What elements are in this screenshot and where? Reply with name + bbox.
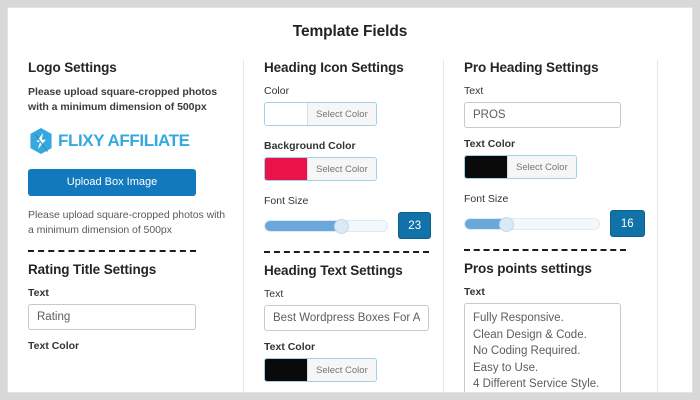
heading-icon-font-size-row: 23 bbox=[264, 212, 431, 239]
heading-text-input[interactable] bbox=[264, 305, 429, 331]
page-title: Template Fields bbox=[292, 23, 408, 40]
heading-icon-font-size-slider[interactable] bbox=[264, 218, 389, 234]
logo-helper-top: Please upload square-cropped photos with… bbox=[28, 86, 218, 113]
rating-text-label: Text bbox=[28, 287, 49, 299]
heading-text-label: Text bbox=[264, 288, 284, 300]
pro-heading-text-color-swatch[interactable] bbox=[465, 156, 507, 178]
rating-text-input[interactable] bbox=[28, 304, 196, 330]
column-heading-settings: Heading Icon Settings Color Select Color… bbox=[243, 60, 443, 392]
pro-heading-select-color-button[interactable]: Select Color bbox=[507, 156, 576, 178]
slider-fill bbox=[265, 220, 341, 231]
column-pros-settings: Pro Heading Settings Text Text Color Sel… bbox=[443, 60, 658, 392]
heading-text-select-color-button[interactable]: Select Color bbox=[307, 359, 376, 381]
rating-title-settings-title: Rating Title Settings bbox=[28, 262, 157, 277]
column-logo-settings: Logo Settings Please upload square-cropp… bbox=[8, 60, 243, 392]
pro-heading-font-size-value: 16 bbox=[609, 210, 645, 237]
heading-icon-bg-color-picker[interactable]: Select Color bbox=[264, 157, 377, 181]
heading-icon-select-color-button[interactable]: Select Color bbox=[307, 103, 376, 125]
heading-icon-color-picker[interactable]: Select Color bbox=[264, 102, 377, 126]
heading-icon-bg-color-swatch[interactable] bbox=[265, 158, 307, 180]
upload-box-image-button[interactable]: Upload Box Image bbox=[28, 169, 196, 196]
pro-heading-settings-title: Pro Heading Settings bbox=[464, 60, 599, 75]
pros-points-text-label: Text bbox=[464, 286, 485, 298]
logo-preview: FLIXY AFFILIATE bbox=[28, 127, 231, 155]
logo-helper-bottom: Please upload square-cropped photos with… bbox=[28, 209, 226, 236]
columns-container: Logo Settings Please upload square-cropp… bbox=[8, 60, 692, 392]
pro-heading-text-input[interactable] bbox=[464, 102, 621, 128]
pro-heading-font-size-slider[interactable] bbox=[464, 216, 600, 232]
heading-text-color-swatch[interactable] bbox=[265, 359, 307, 381]
pros-points-textarea[interactable] bbox=[464, 303, 621, 392]
template-fields-card: Template Fields Logo Settings Please upl… bbox=[7, 7, 693, 393]
slider-fill bbox=[465, 218, 507, 229]
pro-heading-text-color-picker[interactable]: Select Color bbox=[464, 155, 577, 179]
rating-text-color-label: Text Color bbox=[28, 340, 80, 352]
logo-wordmark: FLIXY AFFILIATE bbox=[58, 131, 190, 150]
heading-icon-color-swatch[interactable] bbox=[265, 103, 307, 125]
logo-settings-title: Logo Settings bbox=[28, 60, 117, 75]
pro-heading-font-size-row: 16 bbox=[464, 210, 645, 237]
heading-icon-settings-title: Heading Icon Settings bbox=[264, 60, 404, 75]
heading-icon-color-label: Color bbox=[264, 85, 290, 97]
divider-logo-rating bbox=[28, 250, 196, 252]
divider-heading-icon-text bbox=[264, 251, 429, 253]
heading-text-settings-title: Heading Text Settings bbox=[264, 263, 403, 278]
heading-text-color-picker[interactable]: Select Color bbox=[264, 358, 377, 382]
heading-icon-bg-select-color-button[interactable]: Select Color bbox=[307, 158, 376, 180]
pros-points-settings-title: Pros points settings bbox=[464, 261, 592, 276]
slider-knob[interactable] bbox=[333, 218, 349, 234]
flixy-hexagon-logo-icon bbox=[30, 128, 52, 154]
heading-icon-font-size-label: Font Size bbox=[264, 195, 309, 207]
pro-heading-text-color-label: Text Color bbox=[464, 138, 516, 150]
heading-icon-font-size-value: 23 bbox=[398, 212, 431, 239]
divider-pro-heading-pros bbox=[464, 249, 626, 251]
heading-text-color-label: Text Color bbox=[264, 341, 316, 353]
pro-heading-font-size-label: Font Size bbox=[464, 193, 509, 205]
slider-knob[interactable] bbox=[499, 216, 515, 232]
pro-heading-text-label: Text bbox=[464, 85, 484, 97]
heading-icon-bg-color-label: Background Color bbox=[264, 140, 356, 152]
